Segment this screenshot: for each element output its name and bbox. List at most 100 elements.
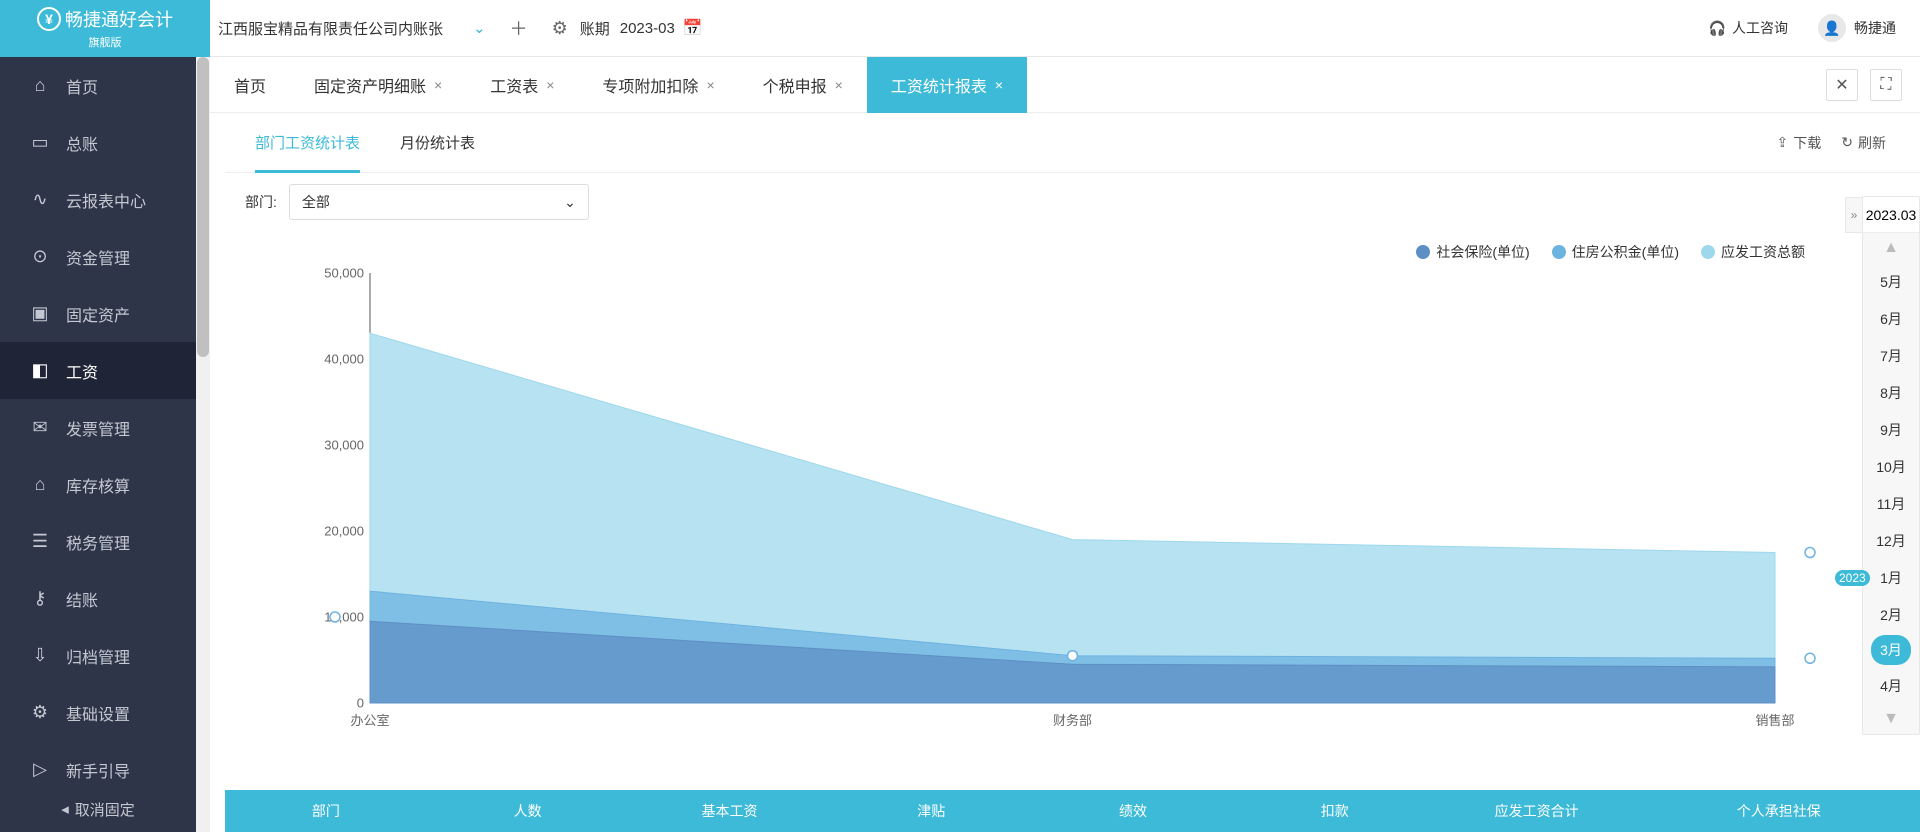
month-item[interactable]: 2月 — [1863, 596, 1919, 633]
month-item[interactable]: 7月 — [1863, 337, 1919, 374]
month-item[interactable]: 1月2023 — [1863, 559, 1919, 596]
legend-item-2[interactable]: 应发工资总额 — [1701, 242, 1805, 262]
month-item[interactable]: 6月 — [1863, 300, 1919, 337]
tab-label: 首页 — [234, 73, 266, 97]
sidebar-item-4[interactable]: ▣固定资产 — [0, 285, 196, 342]
refresh-button[interactable]: ↻ 刷新 — [1841, 133, 1886, 153]
sidebar-icon: ◧ — [30, 360, 50, 381]
tab-close-icon[interactable]: × — [546, 77, 554, 93]
month-scroll-down[interactable]: ▼ — [1863, 704, 1919, 734]
chart-svg — [280, 273, 1835, 733]
user-menu[interactable]: 👤 畅捷通 — [1818, 14, 1896, 42]
legend-item-1[interactable]: 住房公积金(单位) — [1552, 242, 1679, 262]
sidebar-label: 税务管理 — [66, 530, 130, 554]
sidebar-item-0[interactable]: ⌂ 首页 — [0, 57, 196, 114]
consult-button[interactable]: 🎧 人工咨询 — [1709, 18, 1788, 38]
refresh-icon: ↻ — [1841, 134, 1853, 151]
collapse-rail-button[interactable]: » — [1845, 197, 1863, 233]
header-actions: ＋ ⚙ — [510, 15, 568, 41]
month-rail-header: » 2023.03 — [1863, 197, 1919, 233]
filter-row: 部门: 全部 ⌄ — [225, 173, 1920, 231]
tab-2[interactable]: 工资表× — [466, 57, 578, 113]
tab-label: 工资统计报表 — [891, 73, 987, 97]
month-item[interactable]: 11月 — [1863, 485, 1919, 522]
table-header-cell: 部门 — [225, 801, 427, 821]
month-rail-period: 2023.03 — [1866, 207, 1917, 223]
sidebar-unpin[interactable]: ◂取消固定 — [0, 786, 196, 832]
sidebar-label: 新手引导 — [66, 758, 130, 782]
chevron-down-icon: ⌄ — [564, 194, 576, 211]
consult-label: 人工咨询 — [1732, 18, 1788, 38]
table-header-cell: 津贴 — [830, 801, 1032, 821]
tab-close-icon[interactable]: × — [995, 77, 1003, 93]
sidebar-item-11[interactable]: ⚙基础设置 — [0, 684, 196, 741]
legend-dot-icon — [1416, 245, 1430, 259]
scroll-thumb[interactable] — [197, 57, 209, 357]
month-item[interactable]: 12月 — [1863, 522, 1919, 559]
calendar-icon[interactable]: 📅 — [683, 18, 703, 38]
sidebar-item-1[interactable]: ▭总账 — [0, 114, 196, 171]
sidebar-item-3[interactable]: ⊙资金管理 — [0, 228, 196, 285]
chart-legend: 社会保险(单位) 住房公积金(单位) 应发工资总额 — [225, 231, 1920, 273]
sidebar-icon: ☰ — [30, 531, 50, 552]
sidebar-icon: ⌂ — [30, 474, 50, 495]
month-item[interactable]: 9月 — [1863, 411, 1919, 448]
sidebar-item-7[interactable]: ⌂库存核算 — [0, 456, 196, 513]
sidebar-label: 发票管理 — [66, 416, 130, 440]
sub-tab-1[interactable]: 月份统计表 — [380, 113, 495, 173]
sidebar-item-2[interactable]: ∿云报表中心 — [0, 171, 196, 228]
month-item[interactable]: 10月 — [1863, 448, 1919, 485]
sidebar-icon: ⚙ — [30, 702, 50, 723]
sidebar-icon: ⊙ — [30, 246, 50, 267]
month-item[interactable]: 5月 — [1863, 263, 1919, 300]
table-header-cell: 扣款 — [1234, 801, 1436, 821]
dept-filter-label: 部门: — [245, 192, 277, 212]
tab-close-icon[interactable]: × — [434, 77, 442, 93]
month-scroll-up[interactable]: ▲ — [1863, 233, 1919, 263]
salary-chart: 010,00020,00030,00040,00050,000办公室财务部销售部 — [225, 273, 1920, 733]
sidebar-item-8[interactable]: ☰ 税务管理 — [0, 513, 196, 570]
legend-dot-icon — [1552, 245, 1566, 259]
tab-3[interactable]: 专项附加扣除× — [578, 57, 738, 113]
sidebar-item-10[interactable]: ⇩归档管理 — [0, 627, 196, 684]
gear-icon[interactable]: ⚙ — [552, 18, 568, 39]
sidebar-icon: ⇩ — [30, 645, 50, 666]
sidebar-label: 总账 — [66, 131, 98, 155]
sidebar-label: 云报表中心 — [66, 188, 146, 212]
company-selector[interactable]: 江西服宝精品有限责任公司内账张 ⌄ — [218, 18, 486, 39]
sidebar-label: 首页 — [66, 74, 98, 98]
tab-1[interactable]: 固定资产明细账× — [290, 57, 466, 113]
month-item[interactable]: 3月 — [1871, 635, 1911, 665]
sub-tab-0[interactable]: 部门工资统计表 — [235, 113, 380, 173]
sidebar-icon: ⌂ — [30, 75, 50, 96]
legend-label: 住房公积金(单位) — [1572, 242, 1679, 262]
plus-icon[interactable]: ＋ — [510, 15, 528, 41]
sidebar-item-9[interactable]: ⚷结账 — [0, 570, 196, 627]
legend-label: 社会保险(单位) — [1436, 242, 1529, 262]
company-name: 江西服宝精品有限责任公司内账张 — [218, 18, 443, 39]
fullscreen-button[interactable]: ⛶ — [1870, 69, 1902, 101]
table-header-cell: 人数 — [427, 801, 629, 821]
sidebar-icon: ▷ — [30, 759, 50, 780]
legend-dot-icon — [1701, 245, 1715, 259]
logo-text: 畅捷通好会计 — [65, 6, 173, 32]
tab-close-icon[interactable]: × — [706, 77, 714, 93]
sidebar-icon: ✉ — [30, 417, 50, 438]
month-item[interactable]: 4月 — [1863, 667, 1919, 704]
sidebar-item-5[interactable]: ◧工资 — [0, 342, 196, 399]
tab-5[interactable]: 工资统计报表 × — [867, 57, 1027, 113]
tab-4[interactable]: 个税申报× — [739, 57, 867, 113]
month-item[interactable]: 8月 — [1863, 374, 1919, 411]
period-label: 账期 — [580, 18, 610, 39]
sub-tab-label: 部门工资统计表 — [255, 132, 360, 153]
dept-select[interactable]: 全部 ⌄ — [289, 184, 589, 220]
sidebar-item-6[interactable]: ✉ 发票管理 — [0, 399, 196, 456]
close-all-tabs-button[interactable]: ✕ — [1826, 69, 1858, 101]
download-button[interactable]: ⇪ 下载 — [1777, 133, 1822, 153]
headset-icon: 🎧 — [1709, 20, 1726, 37]
tab-close-icon[interactable]: × — [835, 77, 843, 93]
sidebar-scrollbar[interactable] — [196, 57, 210, 832]
tab-0[interactable]: 首页 — [210, 57, 290, 113]
username: 畅捷通 — [1854, 18, 1896, 38]
legend-item-0[interactable]: 社会保险(单位) — [1416, 242, 1529, 262]
